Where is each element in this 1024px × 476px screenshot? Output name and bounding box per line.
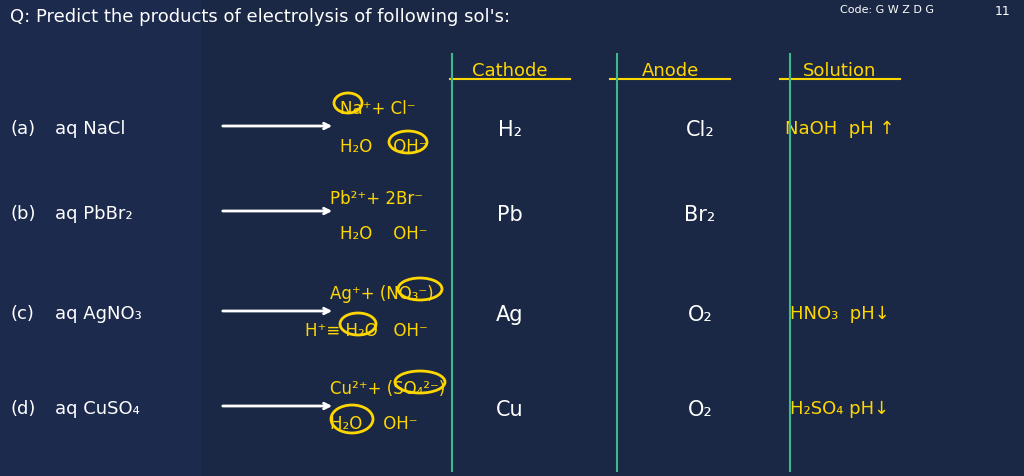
Text: Ag⁺+ (NO₃⁻): Ag⁺+ (NO₃⁻) <box>330 284 433 302</box>
Text: O₂: O₂ <box>687 399 713 419</box>
Text: HNO₃  pH↓: HNO₃ pH↓ <box>791 304 890 322</box>
Text: Cu: Cu <box>497 399 524 419</box>
Text: aq CuSO₄: aq CuSO₄ <box>55 399 139 417</box>
Text: H₂: H₂ <box>498 120 522 140</box>
Text: H₂O    OH⁻: H₂O OH⁻ <box>340 225 427 242</box>
Text: (b): (b) <box>10 205 36 223</box>
Text: (c): (c) <box>10 304 34 322</box>
Text: Cathode: Cathode <box>472 62 548 80</box>
Text: H₂O    OH⁻: H₂O OH⁻ <box>330 414 418 432</box>
Text: Cu²⁺+ (SO₄²⁻): Cu²⁺+ (SO₄²⁻) <box>330 379 445 397</box>
Text: H₂O    OH⁻: H₂O OH⁻ <box>340 138 427 156</box>
Text: Br₂: Br₂ <box>684 205 716 225</box>
Text: Anode: Anode <box>641 62 698 80</box>
Text: Pb: Pb <box>497 205 523 225</box>
Text: Solution: Solution <box>803 62 877 80</box>
Text: Code: G W Z D G: Code: G W Z D G <box>840 5 934 15</box>
Text: 11: 11 <box>994 5 1010 18</box>
Text: Pb²⁺+ 2Br⁻: Pb²⁺+ 2Br⁻ <box>330 189 423 208</box>
Text: H₂SO₄ pH↓: H₂SO₄ pH↓ <box>791 399 890 417</box>
Text: Q: Predict the products of electrolysis of following sol's:: Q: Predict the products of electrolysis … <box>10 8 510 26</box>
Text: NaOH  pH ↑: NaOH pH ↑ <box>785 120 895 138</box>
Text: H⁺≡ H₂O   OH⁻: H⁺≡ H₂O OH⁻ <box>305 321 428 339</box>
Text: aq AgNO₃: aq AgNO₃ <box>55 304 141 322</box>
Text: Cl₂: Cl₂ <box>685 120 715 140</box>
Text: Ag: Ag <box>497 304 523 324</box>
Text: (d): (d) <box>10 399 36 417</box>
Text: O₂: O₂ <box>687 304 713 324</box>
Text: (a): (a) <box>10 120 35 138</box>
Bar <box>0 0 200 476</box>
Text: Na⁺+ Cl⁻: Na⁺+ Cl⁻ <box>340 100 416 118</box>
Text: aq PbBr₂: aq PbBr₂ <box>55 205 133 223</box>
Text: aq NaCl: aq NaCl <box>55 120 126 138</box>
